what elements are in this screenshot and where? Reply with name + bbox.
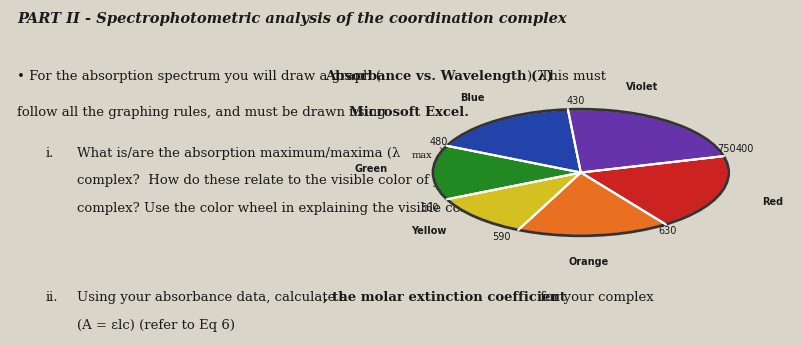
Text: , the molar extinction coefficient: , the molar extinction coefficient	[323, 290, 566, 304]
Text: Violet: Violet	[626, 81, 658, 91]
Text: Absorbance vs. Wavelength (λ): Absorbance vs. Wavelength (λ)	[325, 70, 553, 83]
Text: ) for your: ) for your	[439, 147, 501, 160]
Text: for your complex: for your complex	[536, 290, 654, 304]
Wedge shape	[581, 156, 729, 224]
Text: 750: 750	[717, 144, 735, 154]
Wedge shape	[447, 109, 581, 172]
Text: Red: Red	[762, 197, 783, 207]
Text: ). This must: ). This must	[527, 70, 606, 83]
Wedge shape	[447, 172, 581, 230]
Text: (A = εlc) (refer to Eq 6): (A = εlc) (refer to Eq 6)	[77, 319, 235, 332]
Text: max: max	[411, 151, 432, 160]
Text: What is/are the absorption maximum/maxima (λ: What is/are the absorption maximum/maxim…	[77, 147, 401, 160]
Text: follow all the graphing rules, and must be drawn using: follow all the graphing rules, and must …	[18, 106, 391, 119]
Wedge shape	[518, 172, 666, 236]
Text: i.: i.	[46, 147, 54, 160]
Text: Microsoft Excel.: Microsoft Excel.	[349, 106, 469, 119]
Text: Green: Green	[354, 164, 387, 174]
Text: 480: 480	[429, 137, 448, 147]
Text: Yellow: Yellow	[411, 226, 447, 236]
Text: Orange: Orange	[568, 257, 608, 267]
Text: complex? Use the color wheel in explaining the visible color.: complex? Use the color wheel in explaini…	[77, 201, 482, 215]
Text: 560: 560	[420, 203, 439, 213]
Text: Blue: Blue	[460, 93, 485, 104]
Text: 400: 400	[735, 144, 754, 154]
Text: Using your absorbance data, calculate ε: Using your absorbance data, calculate ε	[77, 290, 346, 304]
Text: ii.: ii.	[46, 290, 58, 304]
Text: 430: 430	[566, 96, 585, 106]
Text: PART II - Spectrophotometric analysis of the coordination complex: PART II - Spectrophotometric analysis of…	[18, 12, 567, 26]
Wedge shape	[433, 146, 581, 199]
Text: • For the absorption spectrum you will draw a graph (: • For the absorption spectrum you will d…	[18, 70, 381, 83]
Text: complex?  How do these relate to the visible color of your: complex? How do these relate to the visi…	[77, 174, 464, 187]
Wedge shape	[568, 109, 723, 172]
Text: 590: 590	[492, 232, 510, 242]
Text: 630: 630	[658, 226, 677, 236]
